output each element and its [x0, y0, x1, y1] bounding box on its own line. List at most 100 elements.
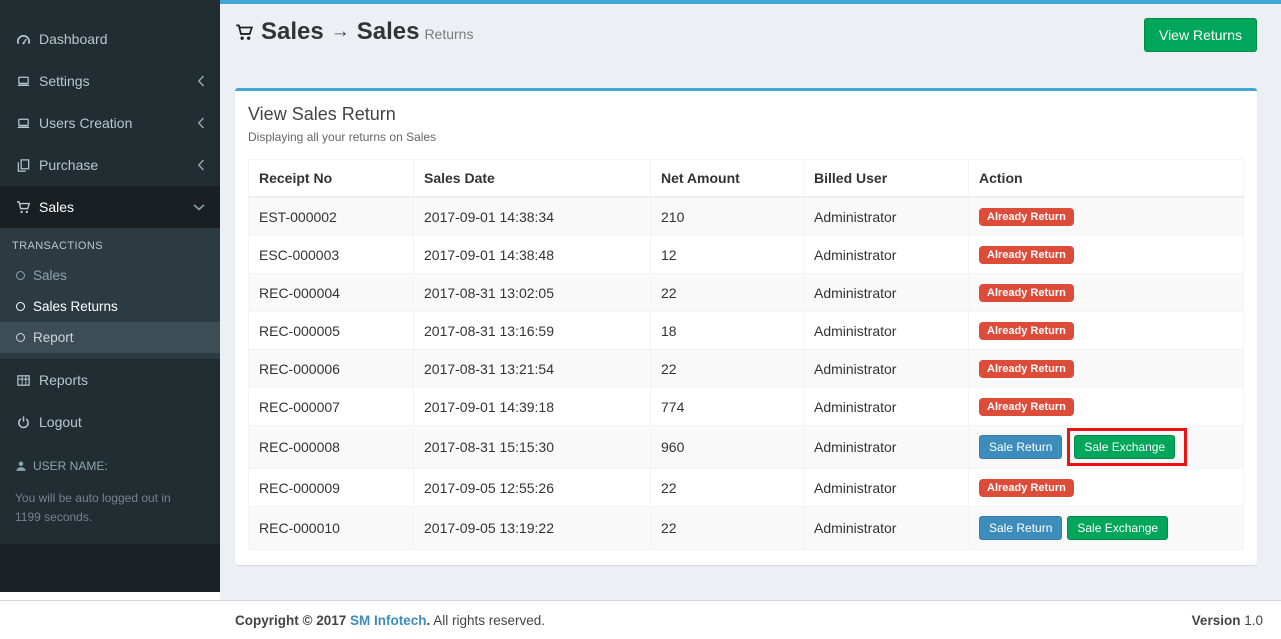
- cell-receipt-no: REC-000008: [248, 425, 414, 469]
- sidebar-item-label: Reports: [39, 372, 89, 388]
- sidebar-item-label: Sales: [39, 199, 75, 215]
- cell-sales-date: 2017-08-31 13:21:54: [413, 349, 651, 388]
- view-returns-button[interactable]: View Returns: [1143, 18, 1257, 52]
- cell-sales-date: 2017-09-05 12:55:26: [413, 468, 651, 507]
- copyright-prefix: Copyright © 2017: [235, 612, 350, 628]
- circle-icon: [16, 302, 25, 311]
- sidebar: Dashboard Settings Users Creation Purchase S…: [0, 0, 220, 600]
- sidebar-item-dashboard[interactable]: Dashboard: [0, 18, 220, 60]
- cell-receipt-no: ESC-000003: [248, 235, 414, 274]
- cell-billed-user: Administrator: [803, 196, 969, 236]
- cell-sales-date: 2017-09-01 14:39:18: [413, 387, 651, 426]
- cell-receipt-no: REC-000009: [248, 468, 414, 507]
- cell-receipt-no: REC-000005: [248, 311, 414, 350]
- page-header: Sales → Sales Returns View Returns: [220, 4, 1281, 52]
- already-return-badge: Already Return: [979, 284, 1074, 302]
- sidebar-subitem-label: Sales Returns: [33, 299, 118, 314]
- sale-exchange-button[interactable]: Sale Exchange: [1067, 516, 1169, 540]
- cell-net-amount: 12: [650, 235, 804, 274]
- cell-action: Already Return: [968, 387, 1244, 426]
- column-header-net-amount: Net Amount: [650, 159, 804, 198]
- cell-action: Already Return: [968, 273, 1244, 312]
- already-return-badge: Already Return: [979, 479, 1074, 497]
- already-return-badge: Already Return: [979, 398, 1074, 416]
- content-area: View Sales Return Displaying all your re…: [220, 52, 1281, 565]
- cell-billed-user: Administrator: [803, 273, 969, 312]
- sale-return-button[interactable]: Sale Return: [979, 435, 1063, 459]
- chevron-left-icon: [197, 159, 205, 171]
- sidebar-subitem-label: Sales: [33, 268, 67, 283]
- sale-exchange-button[interactable]: Sale Exchange: [1074, 435, 1176, 460]
- sidebar-subitem-report[interactable]: Report: [0, 322, 220, 353]
- cell-sales-date: 2017-09-01 14:38:48: [413, 235, 651, 274]
- sidebar-item-purchase[interactable]: Purchase: [0, 144, 220, 186]
- company-link[interactable]: SM Infotech: [349, 612, 427, 628]
- cell-billed-user: Administrator: [803, 468, 969, 507]
- sidebar-item-label: Logout: [39, 414, 82, 430]
- cell-action: Already Return: [968, 468, 1244, 507]
- sidebar-item-users-creation[interactable]: Users Creation: [0, 102, 220, 144]
- column-header-receipt-no: Receipt No: [248, 159, 414, 198]
- sidebar-item-reports[interactable]: Reports: [0, 359, 220, 401]
- page-title-sub: Returns: [424, 26, 474, 42]
- already-return-badge: Already Return: [979, 360, 1074, 378]
- footer: Copyright © 2017 SM Infotech. All rights…: [0, 600, 1281, 639]
- sidebar-item-sales[interactable]: Sales: [0, 186, 220, 228]
- sidebar-item-label: Users Creation: [39, 115, 133, 131]
- sidebar-subitem-sales[interactable]: Sales: [0, 260, 220, 291]
- panel-subtitle: Displaying all your returns on Sales: [248, 130, 437, 144]
- top-accent-bar: [220, 0, 1281, 4]
- cell-billed-user: Administrator: [803, 387, 969, 426]
- cell-action: Already Return: [968, 196, 1244, 236]
- panel-body: Receipt No Sales Date Net Amount Billed Use…: [235, 149, 1257, 565]
- cell-billed-user: Administrator: [803, 349, 969, 388]
- user-section: USER NAME: You will be auto logged out i…: [0, 443, 220, 526]
- already-return-badge: Already Return: [979, 322, 1074, 340]
- cell-net-amount: 960: [650, 425, 804, 469]
- rights-text: All rights reserved.: [433, 612, 546, 628]
- cell-net-amount: 210: [650, 196, 804, 236]
- table-row: EST-000002 2017-09-01 14:38:34 210 Administ…: [248, 196, 1244, 236]
- version-value: 1.0: [1244, 612, 1263, 628]
- cell-billed-user: Administrator: [803, 506, 969, 550]
- cell-billed-user: Administrator: [803, 235, 969, 274]
- circle-icon: [16, 271, 25, 280]
- sidebar-subitem-sales-returns[interactable]: Sales Returns: [0, 291, 220, 322]
- user-icon: [15, 460, 27, 472]
- dashboard-icon: [15, 32, 31, 47]
- table-row: REC-000006 2017-08-31 13:21:54 22 Administr…: [248, 349, 1244, 388]
- page-title-secondary: Sales: [356, 18, 420, 45]
- cell-receipt-no: REC-000007: [248, 387, 414, 426]
- column-header-sales-date: Sales Date: [413, 159, 651, 198]
- sidebar-item-logout[interactable]: Logout: [0, 401, 220, 443]
- cell-net-amount: 774: [650, 387, 804, 426]
- sidebar-item-label: Purchase: [39, 157, 99, 173]
- copyright-text: Copyright © 2017 SM Infotech. All rights…: [235, 613, 545, 628]
- cart-icon: [235, 23, 254, 42]
- main-content: Sales → Sales Returns View Returns View …: [220, 0, 1281, 600]
- column-header-action: Action: [968, 159, 1244, 198]
- chevron-left-icon: [197, 117, 205, 129]
- app: Dashboard Settings Users Creation Purchase S…: [0, 0, 1281, 600]
- table-row: REC-000004 2017-08-31 13:02:05 22 Administr…: [248, 273, 1244, 312]
- circle-icon: [16, 333, 25, 342]
- table-row: REC-000009 2017-09-05 12:55:26 22 Administr…: [248, 468, 1244, 507]
- auto-logout-message: You will be auto logged out in 1199 seco…: [15, 491, 171, 524]
- cell-sales-date: 2017-09-05 13:19:22: [413, 506, 651, 550]
- sidebar-item-label: Settings: [39, 73, 90, 89]
- sidebar-item-settings[interactable]: Settings: [0, 60, 220, 102]
- cart-icon: [15, 200, 31, 215]
- cell-sales-date: 2017-08-31 13:16:59: [413, 311, 651, 350]
- version-label: Version: [1191, 612, 1241, 628]
- cell-net-amount: 22: [650, 468, 804, 507]
- cell-receipt-no: REC-000010: [248, 506, 414, 550]
- laptop-icon: [15, 74, 31, 89]
- table-row: REC-000008 2017-08-31 15:15:30 960 Administ…: [248, 425, 1244, 469]
- panel-title: View Sales Return: [248, 104, 396, 124]
- sidebar-menu: Dashboard Settings Users Creation Purchase S…: [0, 0, 220, 443]
- table-row: REC-000010 2017-09-05 13:19:22 22 Administr…: [248, 506, 1244, 550]
- sale-return-button[interactable]: Sale Return: [979, 516, 1063, 540]
- version-text: Version 1.0: [1192, 613, 1263, 628]
- sidebar-submenu: TRANSACTIONS Sales Sales Returns Report: [0, 228, 220, 359]
- cell-receipt-no: EST-000002: [248, 196, 414, 236]
